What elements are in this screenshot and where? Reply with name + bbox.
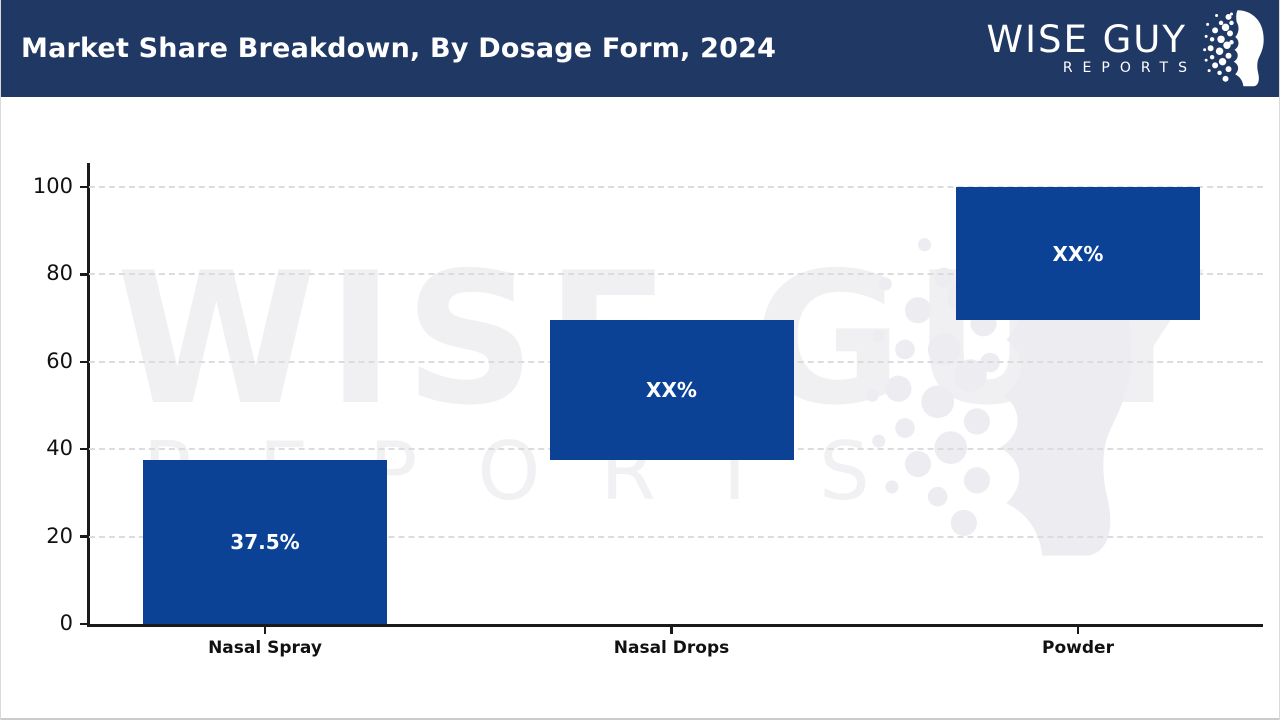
y-axis-line	[87, 163, 90, 626]
bar-nasal-drops	[549, 320, 794, 461]
y-tick-label-40: 40	[46, 436, 73, 461]
x-category-label: Powder	[1042, 638, 1114, 658]
bar-powder	[956, 187, 1200, 321]
bar-value-label: XX%	[1052, 241, 1104, 266]
chart-title: Market Share Breakdown, By Dosage Form, …	[21, 33, 777, 64]
y-tick-mark-0	[80, 622, 88, 626]
wise-guy-reports-logo: WISE GUY REPORTS	[986, 8, 1279, 90]
bar-value-label: 37.5%	[230, 530, 300, 555]
x-axis-line	[87, 624, 1263, 627]
logo-reports-label: REPORTS	[1062, 60, 1197, 77]
logo-brand-name: WISE GUY	[986, 17, 1187, 61]
x-tick-mark-0	[263, 626, 267, 634]
gridline-80	[89, 273, 1263, 276]
header-bar: Market Share Breakdown, By Dosage Form, …	[1, 0, 1279, 97]
y-tick-mark-40	[80, 447, 88, 451]
gridline-20	[89, 535, 1263, 538]
logo-text: WISE GUY REPORTS	[986, 17, 1187, 77]
bottom-border	[1, 718, 1279, 720]
y-tick-label-80: 80	[46, 261, 73, 286]
y-tick-label-0: 0	[59, 611, 73, 635]
x-tick-mark-2	[1076, 626, 1080, 634]
x-category-label: Nasal Drops	[613, 638, 730, 658]
x-tick-mark-1	[670, 626, 673, 634]
bar-nasal-spray	[143, 460, 387, 624]
gridline-100	[89, 186, 1263, 188]
y-tick-mark-100	[80, 185, 88, 189]
y-tick-mark-80	[80, 273, 88, 276]
bar-value-label: XX%	[646, 378, 697, 403]
y-tick-label-20: 20	[46, 523, 73, 548]
x-category-label: Nasal Spray	[208, 638, 322, 658]
y-tick-label-100: 100	[32, 174, 73, 198]
y-tick-mark-60	[80, 360, 88, 364]
y-tick-mark-20	[80, 535, 88, 538]
y-tick-label-60: 60	[46, 348, 73, 373]
